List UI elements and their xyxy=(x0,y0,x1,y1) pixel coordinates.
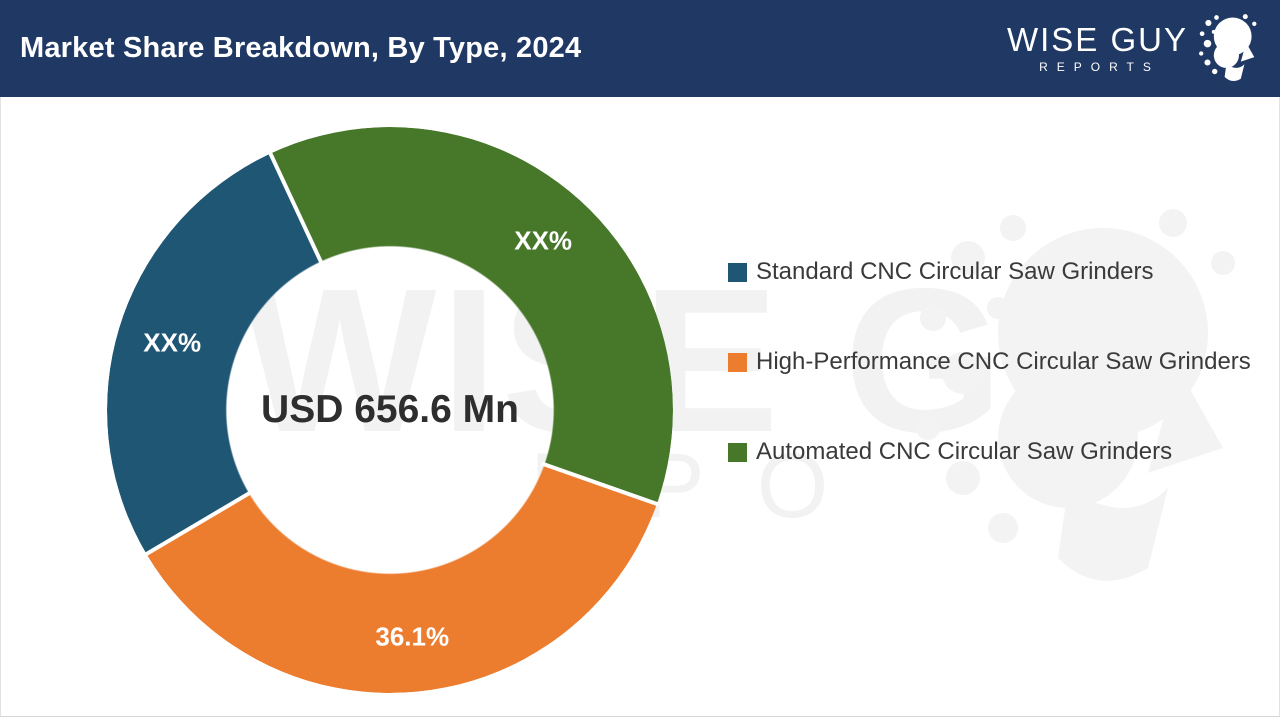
wise-guy-logo: WISE GUY REPORTS xyxy=(1007,11,1270,87)
donut-chart: XX% 36.1% XX% USD 656.6 Mn xyxy=(107,127,673,693)
logo-subtext: REPORTS xyxy=(1039,60,1160,74)
slice-label-high_performance: 36.1% xyxy=(375,621,450,652)
legend-label-automated: Automated CNC Circular Saw Grinders xyxy=(756,438,1173,465)
logo-head-icon xyxy=(1199,13,1257,81)
legend-swatch-standard xyxy=(728,262,747,282)
legend-swatch-high-performance xyxy=(728,352,747,372)
legend-swatch-automated xyxy=(728,442,747,462)
legend-item-high-performance[interactable]: High-Performance CNC Circular Saw Grinde… xyxy=(728,335,1251,389)
chart-legend: Standard CNC Circular Saw Grinders High-… xyxy=(728,245,1251,515)
header-bar: Market Share Breakdown, By Type, 2024 WI… xyxy=(0,0,1280,97)
legend-item-standard[interactable]: Standard CNC Circular Saw Grinders xyxy=(728,245,1251,299)
slice-label-standard: XX% xyxy=(143,327,202,358)
legend-item-automated[interactable]: Automated CNC Circular Saw Grinders xyxy=(728,425,1251,479)
legend-label-high-performance: High-Performance CNC Circular Saw Grinde… xyxy=(756,348,1251,375)
donut-ring[interactable] xyxy=(107,127,673,693)
slice-label-automated: XX% xyxy=(514,225,573,256)
legend-label-standard: Standard CNC Circular Saw Grinders xyxy=(756,258,1154,285)
watermark-head-logo xyxy=(916,209,1235,581)
page-title: Market Share Breakdown, By Type, 2024 xyxy=(20,32,582,64)
logo-wordmark: WISE GUY xyxy=(1006,21,1188,58)
chart-center-value: USD 656.6 Mn xyxy=(261,388,519,431)
